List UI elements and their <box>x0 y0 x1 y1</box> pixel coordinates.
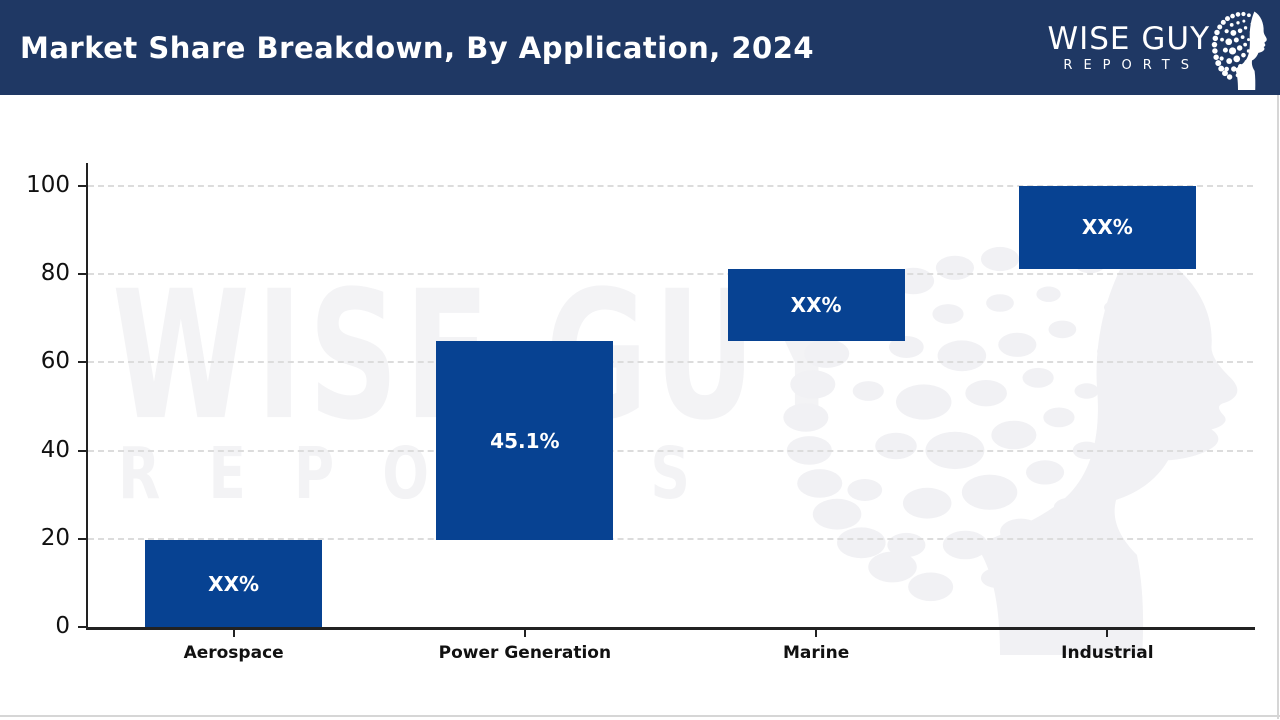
bar: XX% <box>727 268 905 342</box>
bar: XX% <box>1018 185 1196 269</box>
x-tick-mark <box>815 630 818 637</box>
chart-title: Market Share Breakdown, By Application, … <box>20 30 815 65</box>
chart-area: WISE GUY REPORTS XX% 45.1% XX% XX% 0 20 40 60 8… <box>0 95 1280 720</box>
gridline <box>88 361 1253 364</box>
y-tick-label: 40 <box>40 436 70 463</box>
x-tick-label: Aerospace <box>183 643 284 663</box>
y-tick-label: 80 <box>40 260 70 287</box>
y-tick-mark <box>78 273 88 276</box>
wiseguy-logo: WISE GUY REPORTS <box>1047 0 1270 95</box>
y-tick-mark <box>78 361 88 364</box>
bar: 45.1% <box>436 341 614 541</box>
gridline <box>88 273 1253 276</box>
logo-subtitle: REPORTS <box>1063 57 1201 73</box>
header: Market Share Breakdown, By Application, … <box>0 0 1280 95</box>
x-tick-label: Marine <box>783 643 850 663</box>
y-tick-label: 20 <box>40 524 70 551</box>
y-tick-label: 100 <box>26 171 70 198</box>
bar-value-label: 45.1% <box>490 428 560 453</box>
x-tick-label: Power Generation <box>438 643 612 663</box>
bar-value-label: XX% <box>1081 215 1133 240</box>
x-tick-mark <box>523 630 526 637</box>
bar-value-label: XX% <box>790 293 842 317</box>
gridline <box>88 449 1253 452</box>
plot-area: XX% 45.1% XX% XX% <box>88 163 1253 627</box>
wiseguy-logo-text: WISE GUY REPORTS <box>1047 20 1210 73</box>
y-axis-line <box>86 163 88 629</box>
y-tick-mark <box>78 184 88 187</box>
logo-wordmark: WISE GUY <box>1047 20 1210 57</box>
bar: XX% <box>145 540 323 627</box>
y-tick-label: 0 <box>55 613 70 639</box>
gridline <box>88 184 1253 187</box>
figure-border-right <box>1277 95 1279 719</box>
y-tick-mark <box>78 626 88 628</box>
bar-value-label: XX% <box>208 571 260 596</box>
x-tick-label: Industrial <box>1061 643 1154 663</box>
y-tick-mark <box>78 449 88 452</box>
x-tick-mark <box>232 630 235 637</box>
wiseguy-head-icon <box>1211 10 1267 90</box>
figure-border-bottom <box>0 715 1280 717</box>
y-tick-label: 60 <box>40 348 70 375</box>
x-axis-line <box>86 627 1255 630</box>
gridline <box>88 537 1253 540</box>
y-tick-mark <box>78 537 88 540</box>
x-tick-mark <box>1106 630 1109 637</box>
